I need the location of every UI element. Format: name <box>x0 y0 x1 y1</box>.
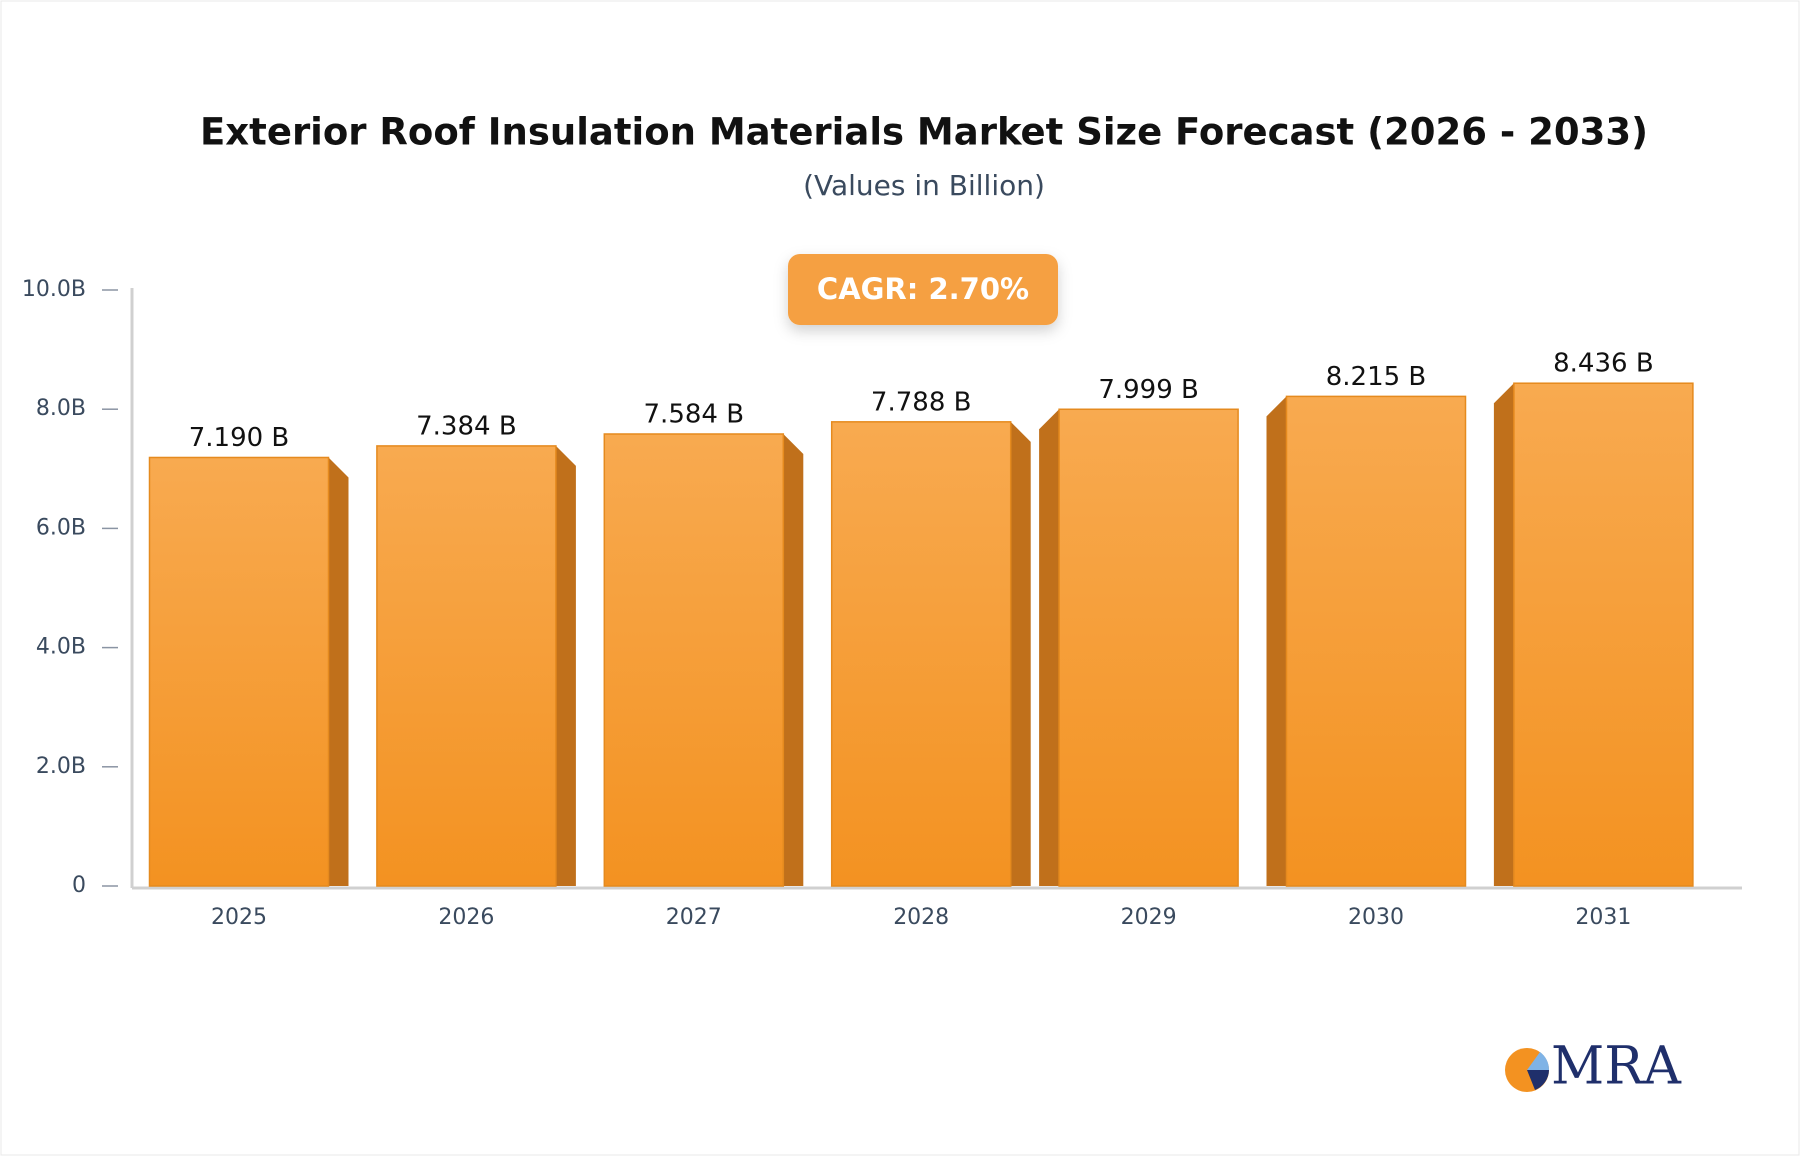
value-label: 7.999 B <box>1098 375 1199 405</box>
x-tick-label: 2027 <box>666 905 722 930</box>
x-tick-label: 2029 <box>1121 905 1177 930</box>
logo-slice <box>1527 1052 1550 1070</box>
chart-subtitle: (Values in Billion) <box>803 169 1045 202</box>
x-tick-label: 2031 <box>1575 905 1631 930</box>
bar <box>1285 395 1467 887</box>
y-tick-label: 8.0B <box>36 396 86 421</box>
bar-side <box>1266 396 1287 886</box>
value-label: 7.384 B <box>416 411 517 441</box>
bar <box>1058 408 1239 887</box>
bar-side <box>555 445 576 886</box>
y-tick-label: 10.0B <box>22 277 86 302</box>
bar-side <box>1493 383 1514 886</box>
y-tick-label: 4.0B <box>36 635 86 660</box>
value-label: 7.788 B <box>871 387 972 417</box>
value-label: 8.215 B <box>1326 362 1427 392</box>
bar <box>830 421 1012 887</box>
cagr-label: CAGR: 2.70% <box>817 272 1029 306</box>
brand-name: MRA <box>1551 1037 1682 1097</box>
bar-side <box>1039 409 1060 886</box>
bar <box>603 433 785 887</box>
logo-slice <box>1527 1070 1549 1090</box>
value-label: 7.190 B <box>189 423 290 453</box>
bar <box>148 456 330 887</box>
value-label: 8.436 B <box>1553 349 1654 379</box>
y-tick-label: 6.0B <box>36 515 86 540</box>
bar-side <box>1010 421 1031 886</box>
x-tick-label: 2026 <box>438 905 494 930</box>
bar-side <box>328 457 349 886</box>
y-tick-label: 0 <box>72 873 86 898</box>
chart-title: Exterior Roof Insulation Materials Marke… <box>200 111 1648 154</box>
brand-logo: MRA <box>1505 1037 1682 1097</box>
value-label: 7.584 B <box>644 399 745 429</box>
y-tick-label: 2.0B <box>36 754 86 779</box>
cagr-box <box>788 254 1058 325</box>
x-tick-label: 2030 <box>1348 905 1404 930</box>
bar <box>1513 382 1694 887</box>
x-tick-label: 2025 <box>211 905 267 930</box>
bar-side <box>783 433 804 886</box>
bar <box>376 445 557 887</box>
cagr-badge <box>788 254 1058 325</box>
x-tick-label: 2028 <box>893 905 949 930</box>
